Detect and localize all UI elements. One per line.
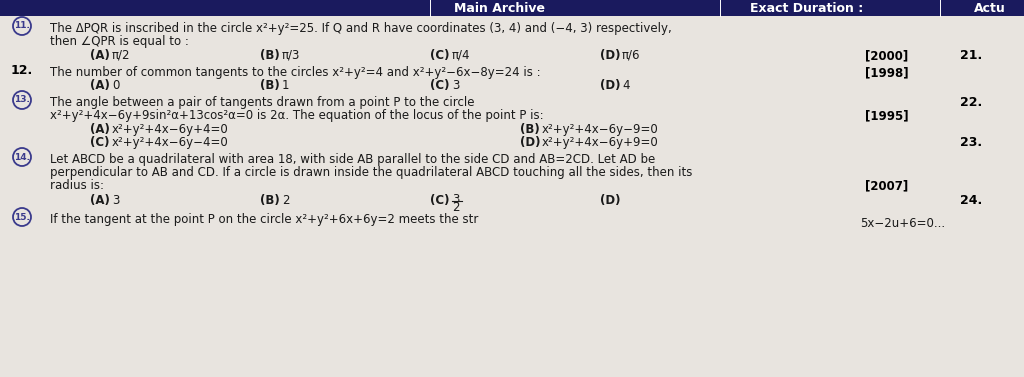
Text: (C): (C) xyxy=(430,49,450,62)
Text: 2: 2 xyxy=(452,201,460,214)
Text: 21.: 21. xyxy=(961,49,982,62)
Text: 5x−2u+6=0...: 5x−2u+6=0... xyxy=(860,217,945,230)
Text: 23.: 23. xyxy=(961,136,982,149)
Text: 3: 3 xyxy=(452,79,460,92)
Text: 2: 2 xyxy=(282,194,290,207)
Text: (B): (B) xyxy=(260,194,280,207)
Text: [2007]: [2007] xyxy=(865,179,908,192)
Text: (B): (B) xyxy=(260,49,280,62)
Text: 22.: 22. xyxy=(961,96,982,109)
Text: The number of common tangents to the circles x²+y²=4 and x²+y²−6x−8y=24 is :: The number of common tangents to the cir… xyxy=(50,66,541,79)
Text: [2000]: [2000] xyxy=(865,49,908,62)
Text: 11.: 11. xyxy=(14,21,30,31)
Text: (A): (A) xyxy=(90,194,110,207)
Text: 3: 3 xyxy=(452,193,460,206)
Text: (A): (A) xyxy=(90,79,110,92)
Text: perpendicular to AB and CD. If a circle is drawn inside the quadrilateral ABCD t: perpendicular to AB and CD. If a circle … xyxy=(50,166,692,179)
Text: 4: 4 xyxy=(622,79,630,92)
Text: 13.: 13. xyxy=(14,95,30,104)
Text: Actu: Actu xyxy=(974,2,1006,14)
Text: 1: 1 xyxy=(282,79,290,92)
Text: 24.: 24. xyxy=(961,194,982,207)
Text: π/3: π/3 xyxy=(282,49,300,62)
Text: The ΔPQR is inscribed in the circle x²+y²=25. If Q and R have coordinates (3, 4): The ΔPQR is inscribed in the circle x²+y… xyxy=(50,22,672,35)
Text: The angle between a pair of tangents drawn from a point P to the circle: The angle between a pair of tangents dra… xyxy=(50,96,474,109)
Text: x²+y²+4x−6y+4=0: x²+y²+4x−6y+4=0 xyxy=(112,123,228,136)
Text: 0: 0 xyxy=(112,79,120,92)
Text: π/6: π/6 xyxy=(622,49,640,62)
Text: (A): (A) xyxy=(90,49,110,62)
Text: (C): (C) xyxy=(90,136,110,149)
Text: 12.: 12. xyxy=(11,63,33,77)
Text: (D): (D) xyxy=(600,194,621,207)
Text: 15.: 15. xyxy=(14,213,30,222)
Text: 14.: 14. xyxy=(14,153,30,161)
Text: (B): (B) xyxy=(520,123,540,136)
Text: (C): (C) xyxy=(430,79,450,92)
Text: [1998]: [1998] xyxy=(865,66,908,79)
Text: x²+y²+4x−6y−4=0: x²+y²+4x−6y−4=0 xyxy=(112,136,228,149)
Text: (D): (D) xyxy=(520,136,541,149)
Text: Let ABCD be a quadrilateral with area 18, with side AB parallel to the side CD a: Let ABCD be a quadrilateral with area 18… xyxy=(50,153,655,166)
Text: (B): (B) xyxy=(260,79,280,92)
Text: [1995]: [1995] xyxy=(865,109,908,122)
Text: x²+y²+4x−6y−9=0: x²+y²+4x−6y−9=0 xyxy=(542,123,658,136)
Text: radius is:: radius is: xyxy=(50,179,104,192)
Bar xyxy=(0,0,1024,16)
Text: 3: 3 xyxy=(112,194,120,207)
Text: (D): (D) xyxy=(600,49,621,62)
Text: (A): (A) xyxy=(90,123,110,136)
Text: Main Archive: Main Archive xyxy=(455,2,546,14)
Text: (D): (D) xyxy=(600,79,621,92)
Text: x²+y²+4x−6y+9=0: x²+y²+4x−6y+9=0 xyxy=(542,136,658,149)
Text: π/2: π/2 xyxy=(112,49,130,62)
Text: (C): (C) xyxy=(430,194,450,207)
Text: If the tangent at the point P on the circle x²+y²+6x+6y=2 meets the str: If the tangent at the point P on the cir… xyxy=(50,213,478,226)
Text: π/4: π/4 xyxy=(452,49,470,62)
Text: Exact Duration :: Exact Duration : xyxy=(750,2,863,14)
Text: then ∠QPR is equal to :: then ∠QPR is equal to : xyxy=(50,35,188,48)
Text: x²+y²+4x−6y+9sin²α+13cos²α=0 is 2α. The equation of the locus of the point P is:: x²+y²+4x−6y+9sin²α+13cos²α=0 is 2α. The … xyxy=(50,109,544,122)
